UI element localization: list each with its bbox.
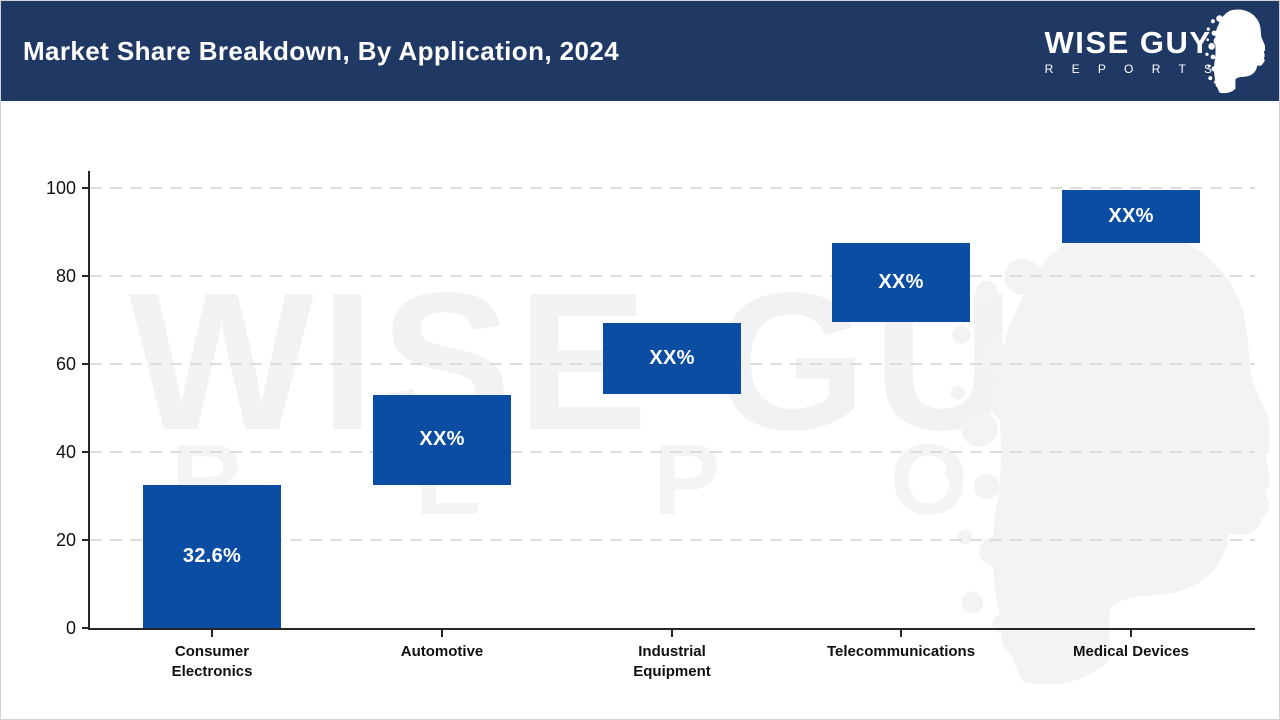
gridline (90, 275, 1255, 277)
x-axis-label: Industrial Equipment (633, 643, 711, 680)
bar: XX% (603, 322, 741, 394)
wiseguy-logo: WISE GUY R E P O R T S (1037, 8, 1265, 94)
x-tick (211, 630, 213, 637)
y-tick-label: 20 (55, 530, 76, 550)
bar-value-label: XX% (649, 346, 695, 369)
y-tick (82, 363, 90, 365)
x-tick (441, 630, 443, 637)
y-tick-label: 40 (55, 442, 76, 462)
y-tick (82, 627, 90, 629)
bar: 32.6% (143, 484, 281, 628)
page-title: Market Share Breakdown, By Application, … (23, 35, 620, 66)
bar-value-label: XX% (1108, 204, 1154, 227)
bar-value-label: 32.6% (182, 544, 242, 567)
y-tick-label: 100 (45, 178, 76, 198)
y-axis-spine (88, 171, 90, 630)
x-axis-baseline (88, 628, 1255, 630)
y-tick-label: 80 (55, 266, 76, 286)
gridline (90, 539, 1255, 541)
x-tick (671, 630, 673, 637)
y-tick (82, 275, 90, 277)
y-tick (82, 539, 90, 541)
x-axis-label: Automotive (400, 643, 484, 660)
bar: XX% (832, 243, 970, 323)
logo-text: WISE GUY R E P O R T S (1037, 27, 1220, 76)
bar-value-label: XX% (419, 428, 465, 451)
wiseguy-face-icon (1205, 9, 1265, 94)
header: Market Share Breakdown, By Application, … (1, 1, 1279, 101)
y-tick (82, 451, 90, 453)
x-axis-label: Medical Devices (1073, 643, 1189, 660)
bar-value-label: XX% (878, 271, 924, 294)
x-axis-label: Telecommunications (826, 643, 976, 660)
x-tick (900, 630, 902, 637)
gridline (90, 187, 1255, 189)
bar: XX% (373, 394, 511, 485)
y-tick (82, 187, 90, 189)
watermark-face-icon (945, 227, 1269, 685)
plot: 0 20 40 60 80 100 32.6% Consumer Electronics XX%… (1, 101, 1279, 719)
x-tick (1130, 630, 1132, 637)
logo-brand-text: WISE GUY (1044, 24, 1212, 60)
chart-area: WISE GUY R E P O R T S 02040608010032.6%… (1, 101, 1279, 719)
y-tick-label: 60 (55, 354, 76, 374)
bar: XX% (1062, 189, 1200, 243)
x-axis-label: Consumer Electronics (171, 643, 253, 680)
gridline (90, 451, 1255, 453)
y-tick-label: 0 (65, 618, 76, 638)
logo-sub-text: R E P O R T S (1044, 61, 1220, 76)
